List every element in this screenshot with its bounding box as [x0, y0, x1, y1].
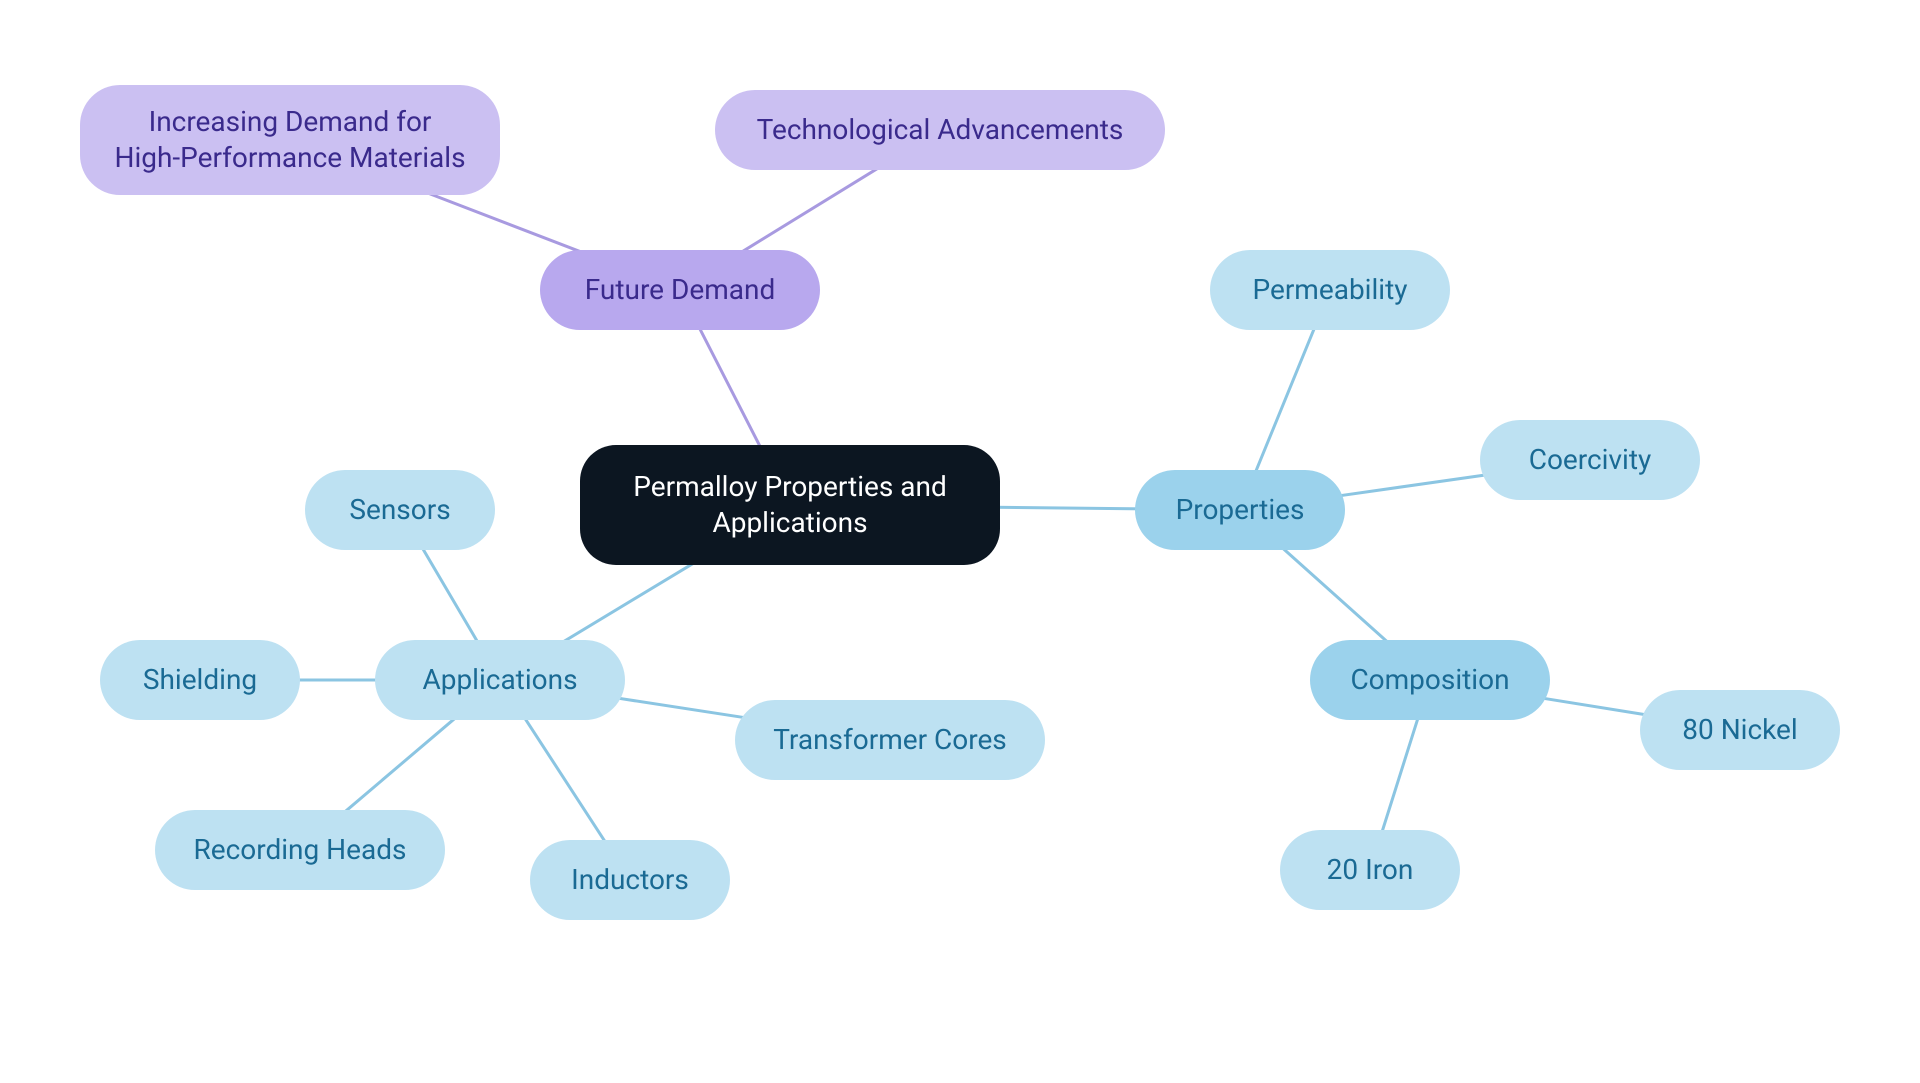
node-inductors: Inductors	[530, 840, 730, 920]
node-label: Permalloy Properties and Applications	[633, 469, 946, 542]
node-recording: Recording Heads	[155, 810, 445, 890]
node-sensors: Sensors	[305, 470, 495, 550]
node-center: Permalloy Properties and Applications	[580, 445, 1000, 565]
node-label: Inductors	[571, 862, 689, 898]
node-label: Sensors	[349, 492, 450, 528]
node-label: Transformer Cores	[773, 722, 1007, 758]
node-label: Properties	[1176, 492, 1305, 528]
node-label: Permeability	[1252, 272, 1407, 308]
edge	[615, 698, 747, 718]
node-iron: 20 Iron	[1280, 830, 1460, 910]
node-label: Increasing Demand for High-Performance M…	[114, 104, 465, 177]
edge	[561, 560, 699, 643]
node-label: 80 Nickel	[1682, 712, 1797, 748]
edge	[983, 507, 1143, 509]
edge	[1382, 717, 1419, 833]
edge	[524, 717, 606, 843]
node-label: 20 Iron	[1327, 852, 1414, 888]
edge	[740, 167, 880, 253]
diagram-canvas: Permalloy Properties and Applications Fut…	[0, 0, 1920, 1083]
node-properties: Properties	[1135, 470, 1345, 550]
edge	[422, 547, 479, 643]
node-hpmat: Increasing Demand for High-Performance M…	[80, 85, 500, 195]
node-nickel: 80 Nickel	[1640, 690, 1840, 770]
node-transformer: Transformer Cores	[735, 700, 1045, 780]
node-permeability: Permeability	[1210, 250, 1450, 330]
node-label: Composition	[1350, 662, 1509, 698]
node-applications: Applications	[375, 640, 625, 720]
node-label: Shielding	[143, 662, 257, 698]
node-coercivity: Coercivity	[1480, 420, 1700, 500]
node-composition: Composition	[1310, 640, 1550, 720]
node-shielding: Shielding	[100, 640, 300, 720]
edge	[1255, 327, 1315, 473]
node-label: Recording Heads	[194, 832, 407, 868]
node-tech: Technological Advancements	[715, 90, 1165, 170]
node-label: Coercivity	[1529, 442, 1652, 478]
edge	[699, 327, 762, 450]
edge	[422, 191, 585, 254]
edge	[1337, 474, 1489, 496]
node-label: Technological Advancements	[757, 112, 1124, 148]
node-label: Future Demand	[585, 272, 776, 308]
edge	[1540, 698, 1648, 715]
edge	[1281, 547, 1389, 643]
node-future: Future Demand	[540, 250, 820, 330]
node-label: Applications	[422, 662, 577, 698]
edge	[343, 717, 456, 813]
